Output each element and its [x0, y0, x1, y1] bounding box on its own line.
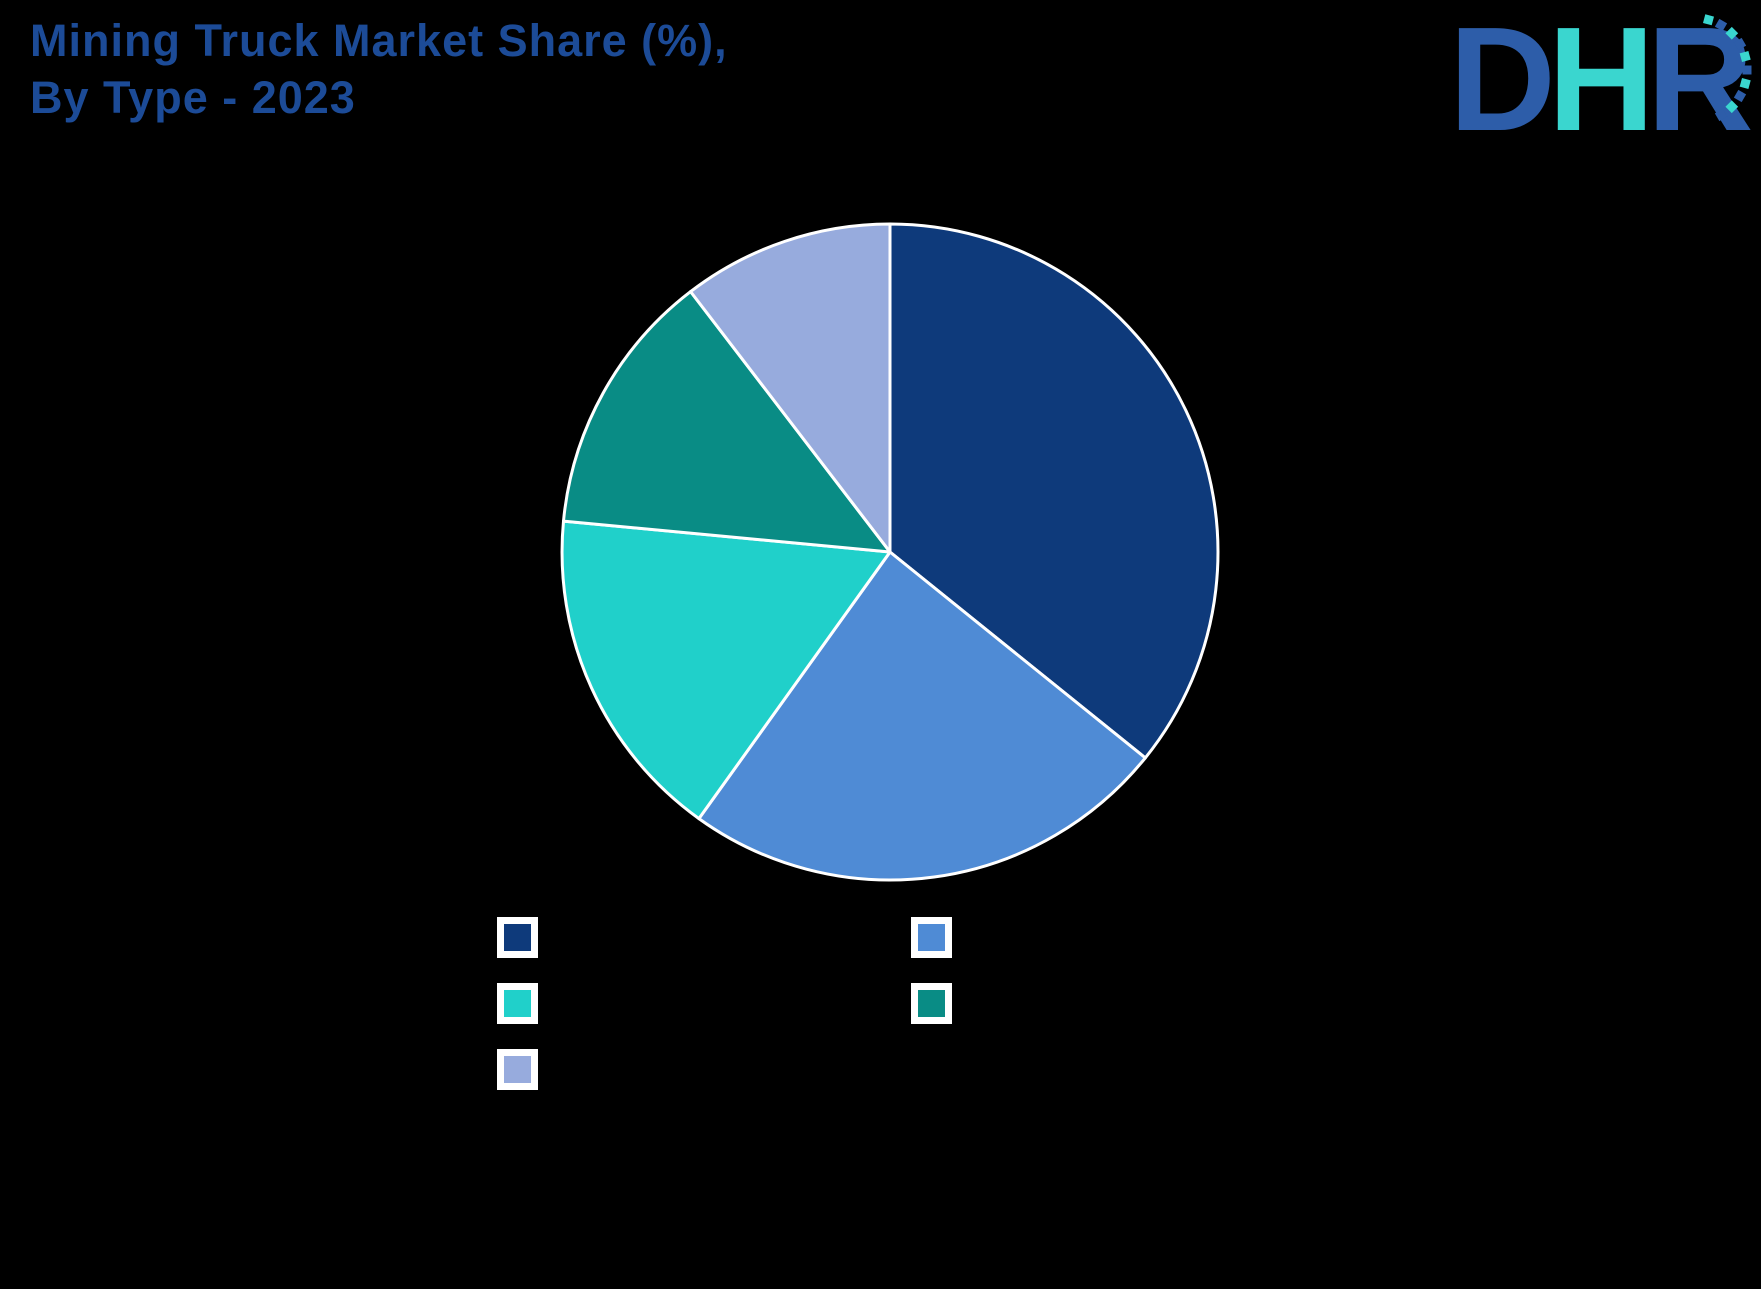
pie-slice-2 — [697, 550, 1147, 882]
pie-slice-3 — [560, 519, 892, 821]
pie-slice-4 — [562, 290, 892, 554]
logo-orbit-dot — [1702, 14, 1715, 26]
logo-orbit-dot — [1714, 18, 1728, 32]
logo-orbit-dot — [1739, 50, 1751, 63]
logo-orbit-dot — [1714, 108, 1728, 122]
legend-swatch-color — [918, 924, 945, 951]
logo-letter-h: H — [1547, 0, 1655, 162]
logo-orbit-dot — [1725, 100, 1739, 114]
legend-label — [554, 1058, 774, 1082]
legend-item-4 — [911, 983, 1325, 1024]
legend-swatch-color — [504, 990, 531, 1017]
logo-orbit-dot — [1742, 65, 1752, 75]
legend-label — [968, 992, 1188, 1016]
legend-swatch-color — [504, 924, 531, 951]
legend-item-2 — [911, 917, 1325, 958]
legend-label — [554, 926, 774, 950]
legend-item-1 — [497, 917, 911, 958]
chart-title-line2: By Type - 2023 — [30, 72, 356, 124]
dhr-logo: DHR — [1443, 6, 1761, 162]
legend-swatch — [911, 983, 952, 1024]
legend — [497, 917, 1325, 1090]
legend-swatch — [497, 983, 538, 1024]
pie-slice-1 — [888, 222, 1220, 760]
legend-label — [968, 926, 1188, 950]
chart-title-line1: Mining Truck Market Share (%), — [30, 15, 728, 66]
logo-orbit-dot — [1733, 37, 1747, 51]
pie-slice-5 — [689, 222, 892, 554]
logo-orbit-dot — [1739, 77, 1751, 90]
legend-item-5 — [497, 1049, 911, 1090]
dhr-logo-letters: DHR — [1449, 6, 1754, 154]
legend-swatch-color — [504, 1056, 531, 1083]
chart-title: Mining Truck Market Share (%), By Type -… — [30, 12, 728, 126]
legend-swatch — [497, 1049, 538, 1090]
logo-letter-r: R — [1646, 0, 1754, 162]
legend-swatch-color — [918, 990, 945, 1017]
logo-orbit-dot — [1733, 89, 1747, 103]
legend-label — [554, 992, 774, 1016]
logo-orbit-dot — [1725, 26, 1739, 40]
logo-orbit-dots-icon — [1702, 14, 1752, 122]
logo-letter-d: D — [1449, 0, 1556, 162]
legend-swatch — [497, 917, 538, 958]
legend-item-3 — [497, 983, 911, 1024]
legend-swatch — [911, 917, 952, 958]
